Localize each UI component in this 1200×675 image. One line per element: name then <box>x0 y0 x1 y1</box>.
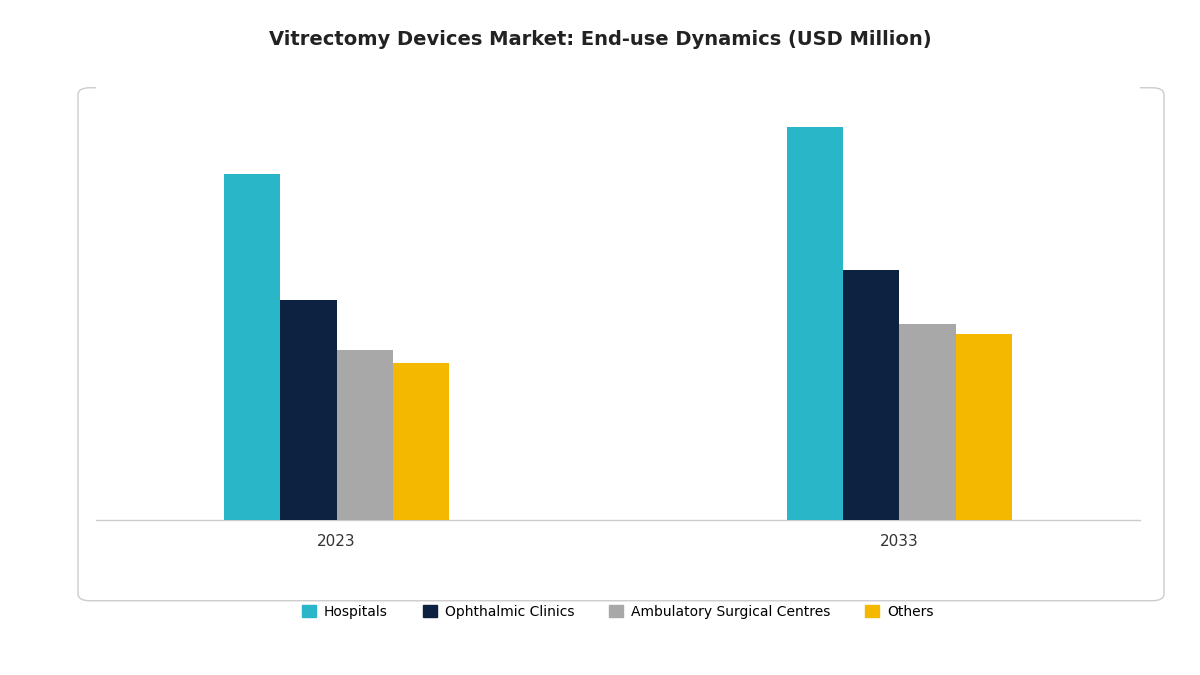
Bar <box>224 174 281 520</box>
Legend: Hospitals, Ophthalmic Clinics, Ambulatory Surgical Centres, Others: Hospitals, Ophthalmic Clinics, Ambulator… <box>296 599 940 624</box>
Bar <box>787 128 844 520</box>
Text: Vitrectomy Devices Market: End-use Dynamics (USD Million): Vitrectomy Devices Market: End-use Dynam… <box>269 30 931 49</box>
Bar <box>336 350 392 520</box>
Bar <box>900 323 955 520</box>
Bar <box>281 300 336 520</box>
Bar <box>392 363 449 520</box>
Bar <box>844 271 900 520</box>
Bar <box>955 333 1012 520</box>
